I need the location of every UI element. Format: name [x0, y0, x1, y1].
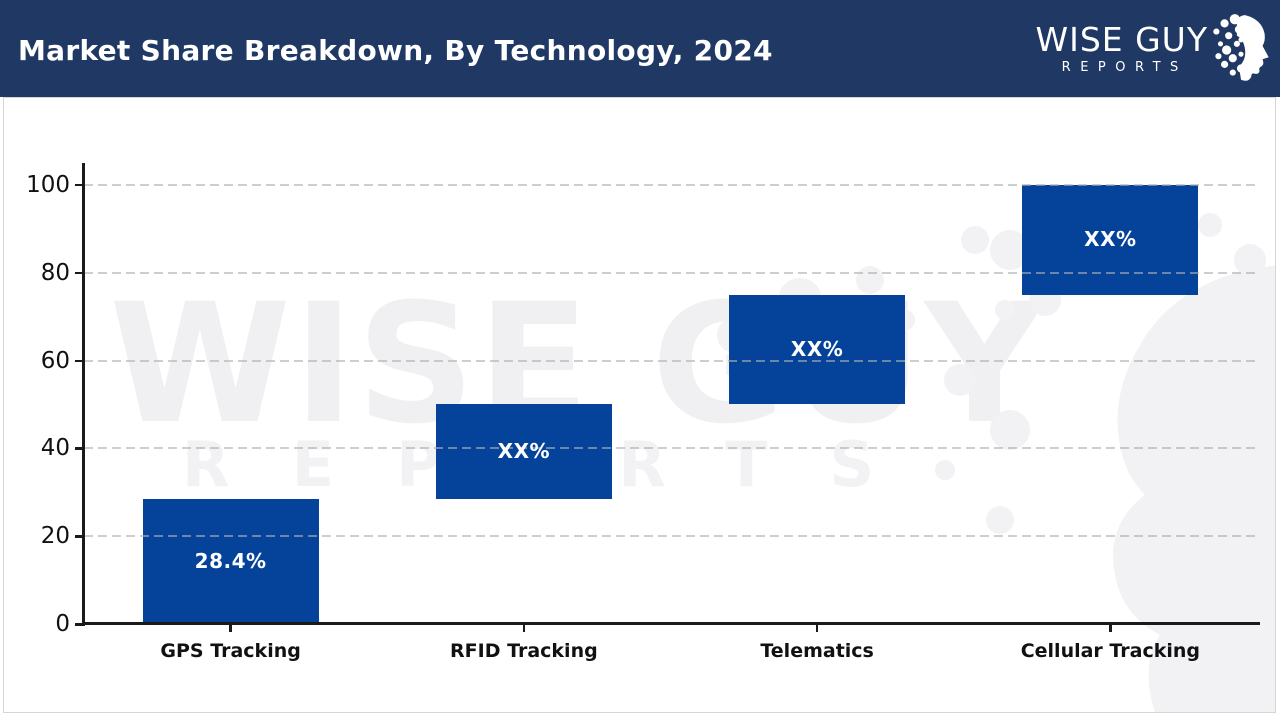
- wiseguy-face-icon: [1213, 14, 1269, 81]
- logo-text: WISE GUY REPORTS: [1035, 23, 1208, 75]
- header: Market Share Breakdown, By Technology, 2…: [0, 0, 1280, 97]
- logo-wordmark: WISE GUY: [1035, 20, 1208, 60]
- wiseguy-logo: WISE GUY REPORTS: [1035, 6, 1272, 92]
- page-title: Market Share Breakdown, By Technology, 2…: [18, 34, 773, 67]
- logo-subtext: REPORTS: [1061, 59, 1188, 75]
- chart-card: WISE GUY REPORTS: [3, 97, 1276, 713]
- watermark-face-icon: [717, 208, 1275, 712]
